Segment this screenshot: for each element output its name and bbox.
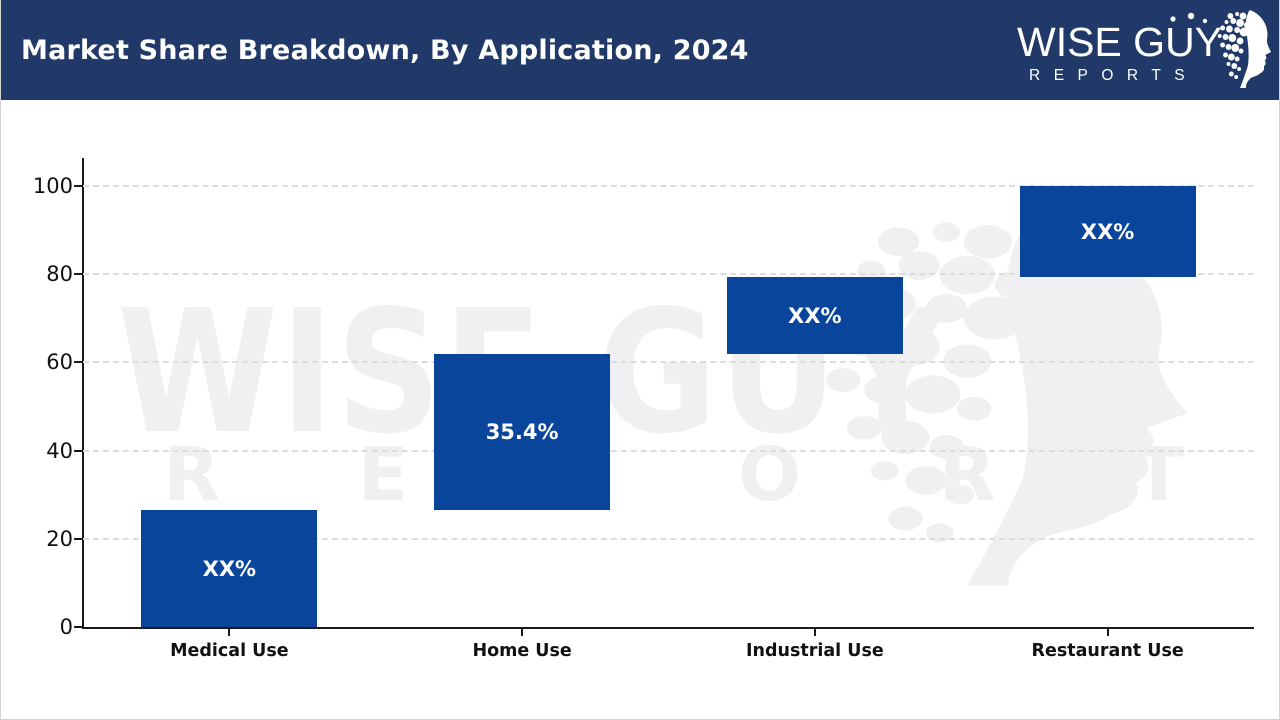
page-title: Market Share Breakdown, By Application, …: [21, 34, 749, 66]
x-tick-mark: [813, 629, 816, 636]
y-tick-label: 40: [46, 438, 73, 463]
y-tick-label: 0: [59, 615, 73, 639]
x-tick-mark: [1106, 629, 1109, 636]
y-tick-mark: [74, 361, 83, 364]
bar-value-label: XX%: [788, 303, 842, 328]
bar-value-label: 35.4%: [485, 420, 559, 445]
x-tick-label: Medical Use: [170, 641, 289, 661]
gridline: [83, 361, 1254, 364]
y-tick-mark: [74, 626, 83, 628]
bar-value-label: XX%: [1080, 219, 1135, 244]
logo-subtext: REPORTS: [1029, 67, 1198, 84]
y-tick-mark: [74, 537, 83, 540]
bar-industrial-use: XX%: [726, 277, 903, 354]
y-tick-mark: [74, 185, 83, 187]
y-axis-line: [82, 158, 84, 629]
gridline: [83, 537, 1254, 540]
header-bar: Market Share Breakdown, By Application, …: [1, 0, 1279, 100]
x-tick-label: Industrial Use: [745, 641, 884, 661]
y-tick-mark: [74, 449, 83, 452]
y-tick-label: 60: [46, 350, 73, 375]
x-tick-mark: [228, 629, 231, 636]
x-axis-line: [82, 627, 1254, 629]
x-tick-mark: [521, 629, 524, 636]
wiseguy-logo: WISE GUY REPORTS: [1017, 10, 1272, 88]
bar-home-use: 35.4%: [434, 354, 611, 511]
gridline: [83, 185, 1254, 187]
y-tick-label: 80: [46, 262, 73, 287]
gridline: [83, 273, 1254, 276]
bar-restaurant-use: XX%: [1019, 186, 1196, 278]
y-tick-mark: [74, 273, 83, 276]
logo-brand-text: WISE GUY: [1017, 19, 1222, 65]
x-tick-label: Restaurant Use: [1031, 641, 1184, 661]
bar-medical-use: XX%: [141, 510, 318, 627]
y-tick-label: 20: [46, 526, 73, 551]
x-tick-label: Home Use: [472, 641, 572, 661]
wiseguy-head-icon: [1217, 10, 1272, 88]
y-tick-label: 100: [32, 174, 73, 198]
bar-value-label: XX%: [202, 556, 257, 581]
gridline: [83, 449, 1254, 452]
